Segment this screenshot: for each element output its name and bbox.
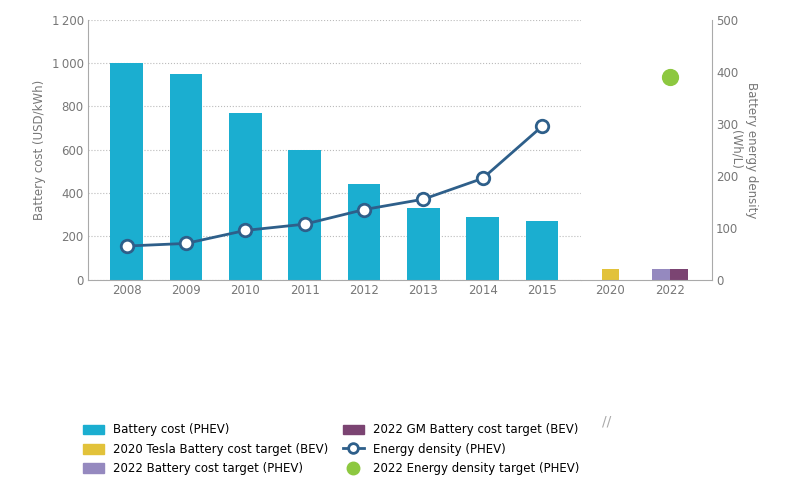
Y-axis label: Battery energy density
(Wh/L): Battery energy density (Wh/L)	[730, 82, 758, 218]
Text: //: //	[602, 414, 611, 428]
Y-axis label: Battery cost (USD/kWh): Battery cost (USD/kWh)	[33, 80, 46, 220]
Bar	[670, 269, 688, 280]
Bar	[407, 208, 440, 280]
Bar	[348, 185, 380, 280]
Legend: Battery cost (PHEV), 2020 Tesla Battery cost target (BEV), 2022 Battery cost tar: Battery cost (PHEV), 2020 Tesla Battery …	[78, 419, 585, 480]
Bar	[170, 74, 202, 280]
Bar	[602, 269, 619, 280]
Bar	[466, 217, 499, 280]
Bar	[110, 63, 143, 280]
Bar	[288, 150, 321, 280]
Bar	[526, 221, 558, 280]
Bar	[229, 113, 262, 280]
Bar	[652, 269, 670, 280]
Point	[664, 73, 677, 81]
